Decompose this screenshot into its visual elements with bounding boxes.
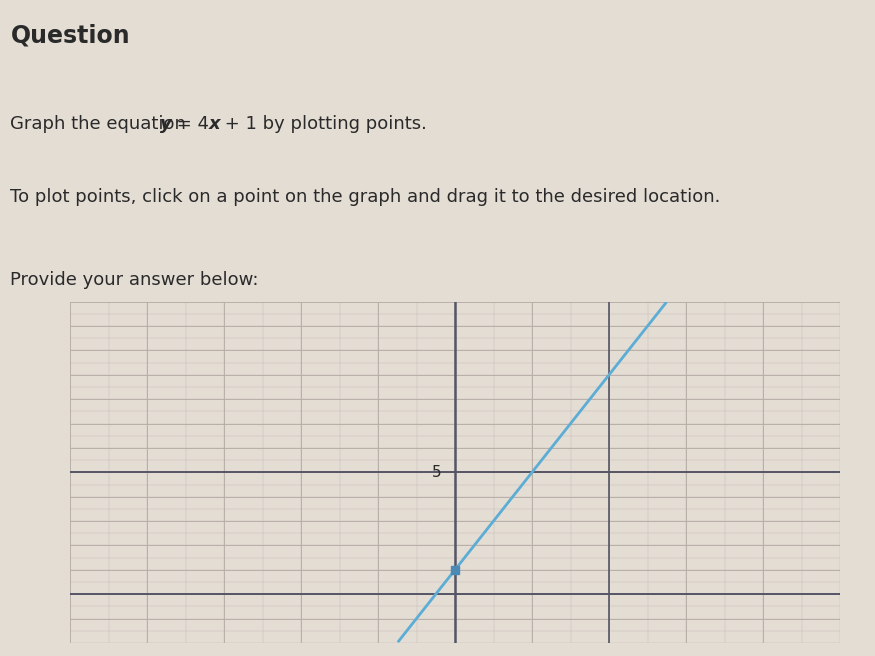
Text: 5: 5	[431, 465, 441, 480]
Text: + 1 by plotting points.: + 1 by plotting points.	[219, 115, 427, 133]
Text: Provide your answer below:: Provide your answer below:	[10, 272, 259, 289]
Text: To plot points, click on a point on the graph and drag it to the desired locatio: To plot points, click on a point on the …	[10, 188, 721, 205]
Text: = 4: = 4	[171, 115, 208, 133]
Text: Question: Question	[10, 23, 130, 47]
Text: y: y	[160, 115, 172, 133]
Text: x: x	[208, 115, 220, 133]
Text: Graph the equation: Graph the equation	[10, 115, 192, 133]
